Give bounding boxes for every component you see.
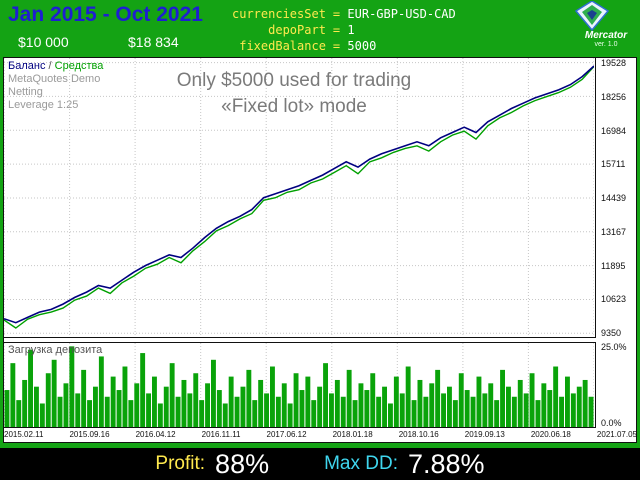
param-name: depoPart <box>268 23 326 37</box>
equals-sign: = <box>332 39 341 53</box>
annotation: Only $5000 used for trading «Fixed lot» … <box>79 68 509 120</box>
param-value-text: 5000 <box>347 39 377 53</box>
annotation-line-1: Only $5000 used for trading <box>176 70 412 91</box>
x-tick-label: 2018.01.18 <box>332 430 373 439</box>
x-tick-label: 2017.06.12 <box>266 430 307 439</box>
y-tick-label: 9350 <box>601 328 622 338</box>
input-params: currenciesSet = EUR-GBP-USD-CAD depoPart… <box>232 7 456 53</box>
equals-sign: = <box>332 7 341 21</box>
maxdd-label: Max DD: <box>324 453 398 474</box>
end-balance: $18 834 <box>128 34 179 50</box>
period-title: Jan 2015 - Oct 2021 <box>8 3 203 26</box>
profit-value: 88% <box>215 448 270 479</box>
annotation-line-2: «Fixed lot» mode <box>221 96 367 117</box>
start-balance: $10 000 <box>18 34 69 50</box>
deposit-load-chart <box>4 342 596 428</box>
deposit-load-title: Загрузка депозита <box>8 344 103 356</box>
logo-version: ver. 1.0 <box>594 41 618 48</box>
profit-label: Profit: <box>155 453 206 474</box>
y-tick-label: 10623 <box>601 294 627 305</box>
y-tick-label: 14439 <box>601 193 627 203</box>
mercator-shield-icon <box>575 1 637 31</box>
param-value: = EUR-GBP-USD-CAD <box>333 7 456 21</box>
x-tick-label: 2020.06.18 <box>530 430 571 439</box>
x-tick-label: 2016.11.11 <box>201 430 241 439</box>
deposit-load-svg <box>4 343 594 427</box>
account-leverage: Leverage 1:25 <box>8 99 79 111</box>
logo-title: Mercator <box>584 30 628 41</box>
chart-panel: Баланс / Средства MetaQuotes Demo Nettin… <box>3 57 637 443</box>
deposit-load-min-label: 0.0% <box>601 418 622 428</box>
chart-legend: Баланс / Средства MetaQuotes Demo Nettin… <box>8 60 103 112</box>
balance-equity-svg <box>4 58 594 336</box>
param-name: currenciesSet <box>232 7 326 21</box>
y-axis-labels: 19528 18256 16984 15711 14439 13167 1189… <box>601 58 637 338</box>
x-tick-label: 2021.07.05 <box>596 430 637 439</box>
param-name: fixedBalance <box>239 39 326 53</box>
balance-equity-chart <box>4 58 596 338</box>
y-tick-label: 18256 <box>601 91 627 102</box>
y-tick-label: 15711 <box>601 159 626 170</box>
param-value: = 1 <box>333 23 456 37</box>
y-tick-label: 13167 <box>601 226 627 237</box>
deposit-load-max-label: 25.0% <box>601 342 627 352</box>
y-tick-label: 16984 <box>601 125 627 136</box>
equity-legend-label: Средства <box>54 60 104 72</box>
x-tick-label: 2015.02.11 <box>4 430 44 439</box>
x-axis-labels: 2015.02.11 2015.09.16 2016.04.12 2016.11… <box>4 430 637 439</box>
legend-separator: / <box>48 60 52 72</box>
x-tick-label: 2016.04.12 <box>135 430 176 439</box>
legend-line: Баланс / Средства <box>8 60 103 73</box>
y-tick-label: 19528 <box>601 58 627 68</box>
equals-sign: = <box>332 23 341 37</box>
footer: Profit: 88% Max DD: 7.88% <box>0 448 640 480</box>
account-type: Netting <box>8 86 43 98</box>
x-tick-label: 2019.09.13 <box>464 430 505 439</box>
maxdd-value: 7.88% <box>408 448 485 479</box>
logo: Mercator ver. 1.0 <box>575 1 637 49</box>
account-server: MetaQuotes Demo <box>8 73 101 85</box>
param-value-text: 1 <box>347 23 355 37</box>
param-value: = 5000 <box>333 39 456 53</box>
header: Jan 2015 - Oct 2021 $10 000 $18 834 curr… <box>0 0 640 57</box>
x-tick-label: 2018.10.16 <box>398 430 439 439</box>
y-tick-label: 11895 <box>601 260 626 271</box>
param-value-text: EUR-GBP-USD-CAD <box>347 7 456 21</box>
balance-legend-label: Баланс <box>8 60 46 72</box>
x-tick-label: 2015.09.16 <box>69 430 110 439</box>
